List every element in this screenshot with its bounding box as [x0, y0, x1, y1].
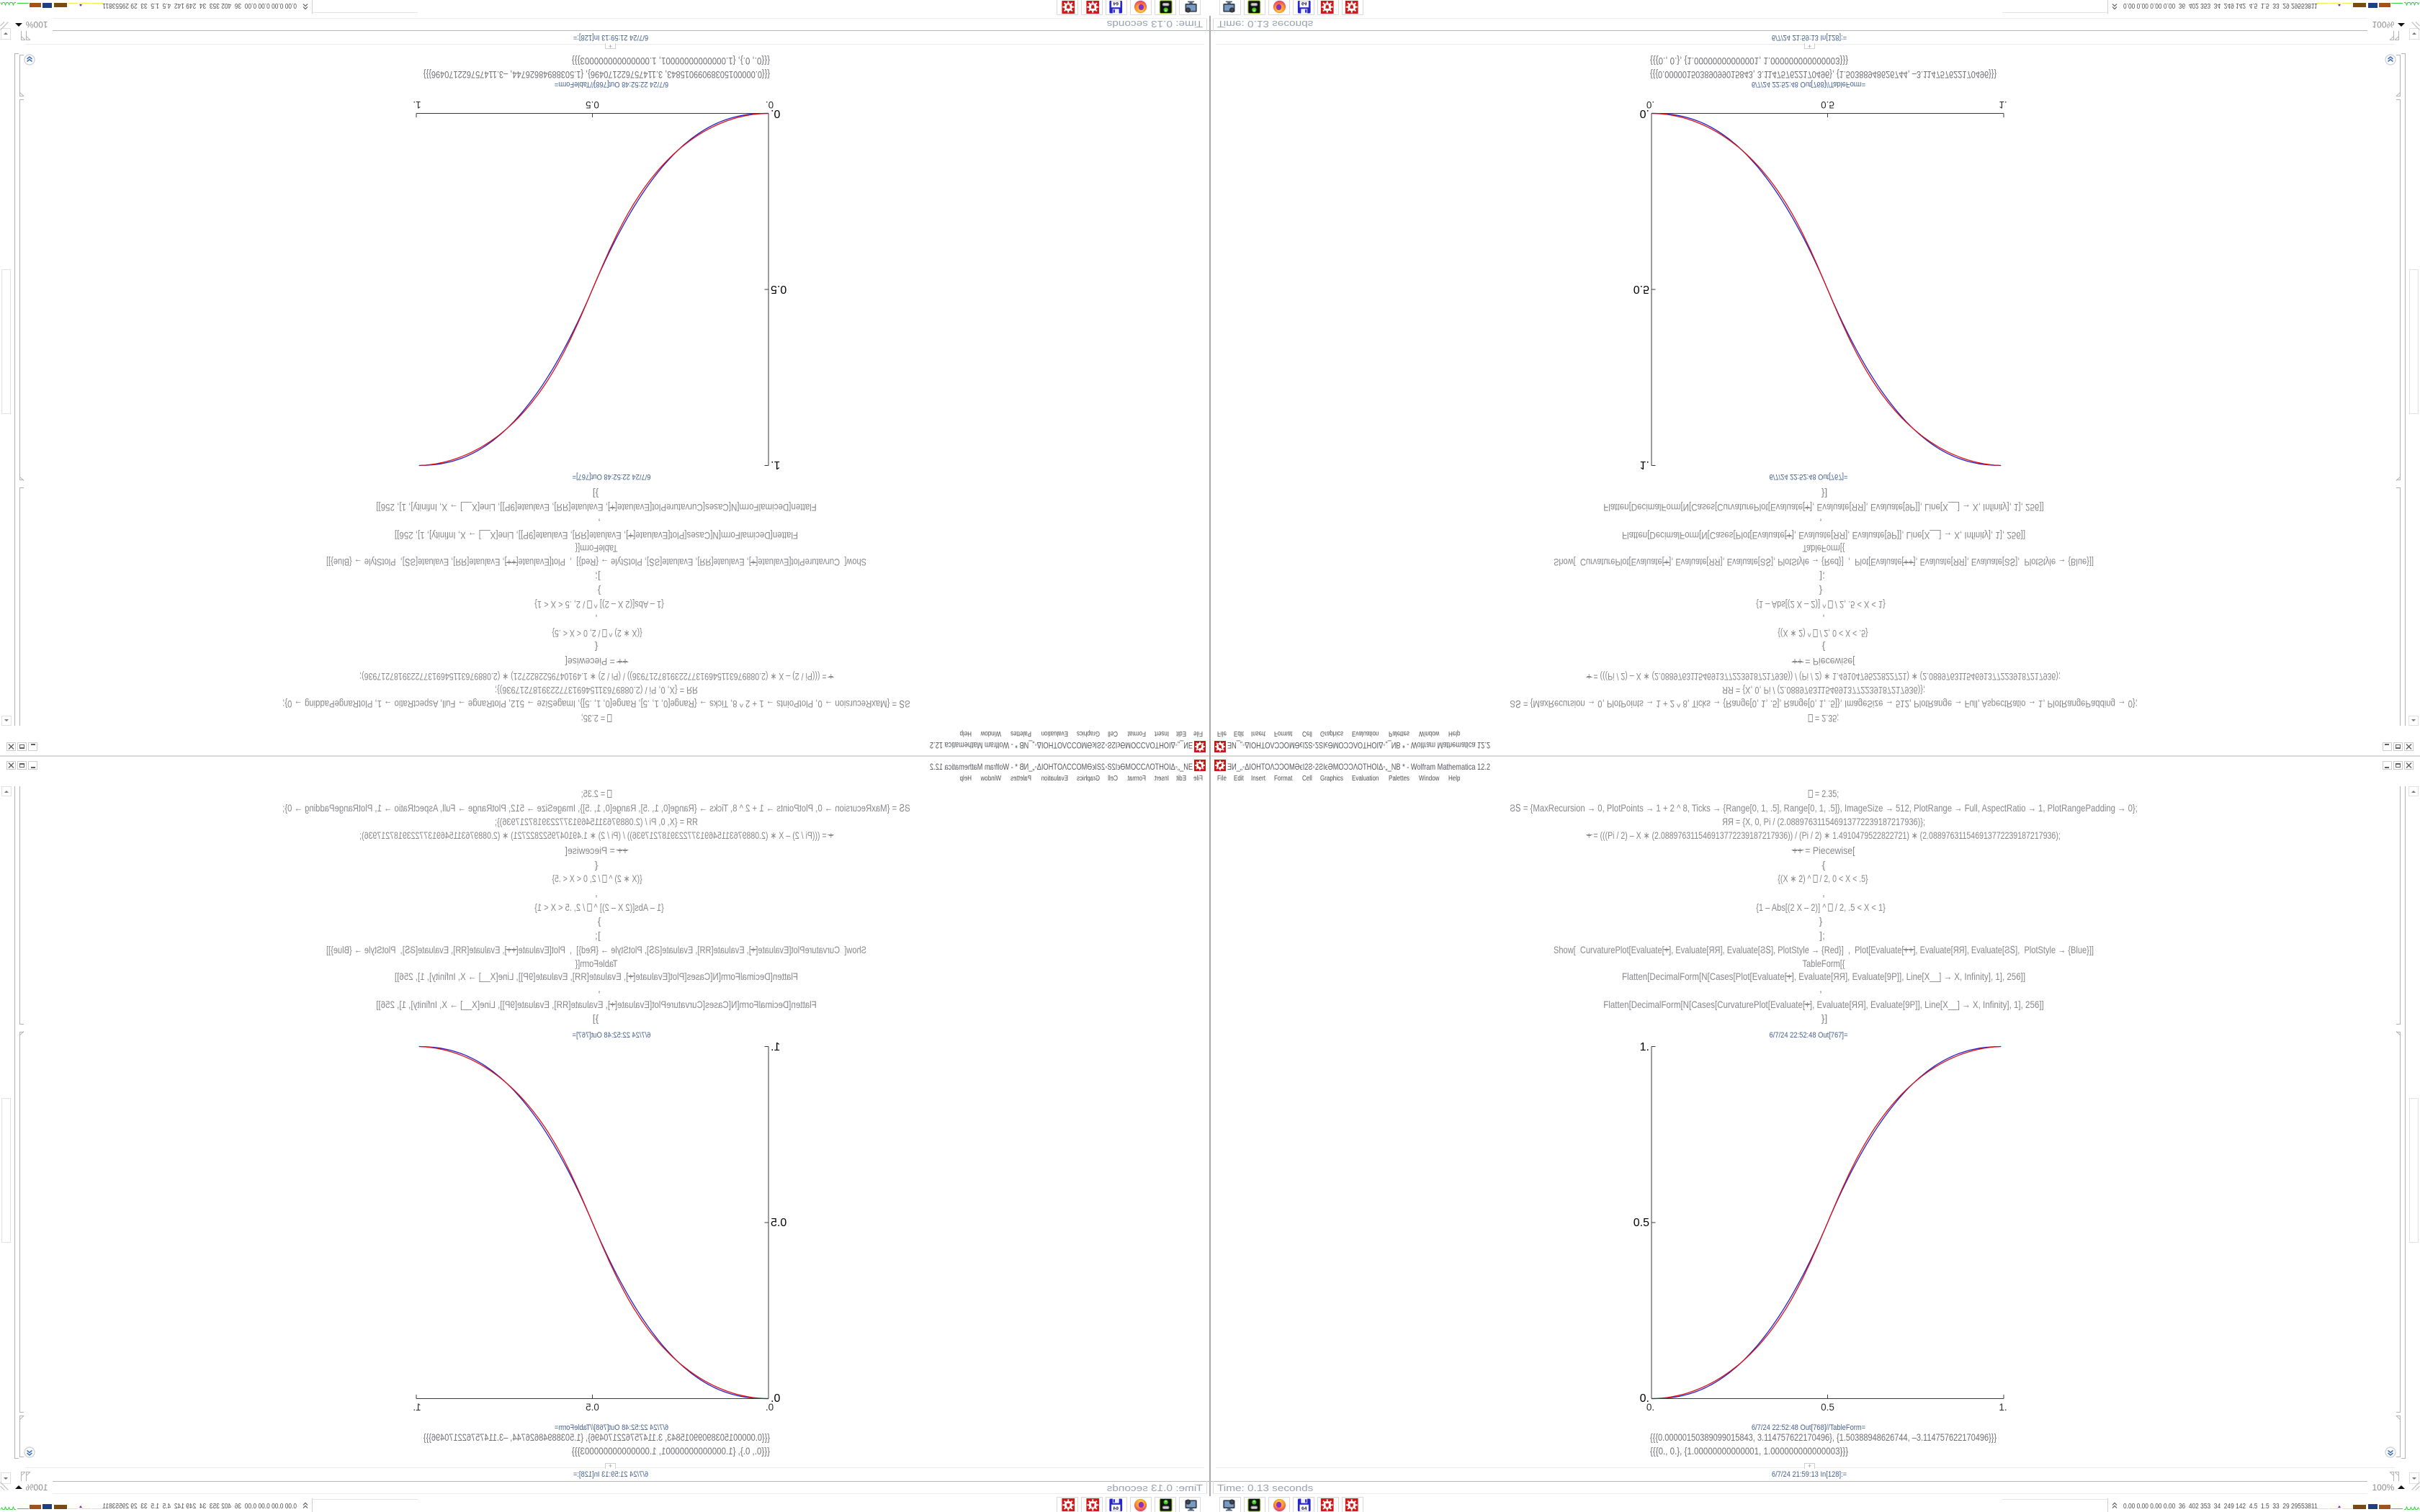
svg-text:64: 64 [1113, 1, 1119, 6]
svg-text:64: 64 [1301, 1, 1307, 6]
svg-text:64: 64 [1301, 1506, 1307, 1511]
svg-text:64: 64 [1113, 1506, 1119, 1511]
